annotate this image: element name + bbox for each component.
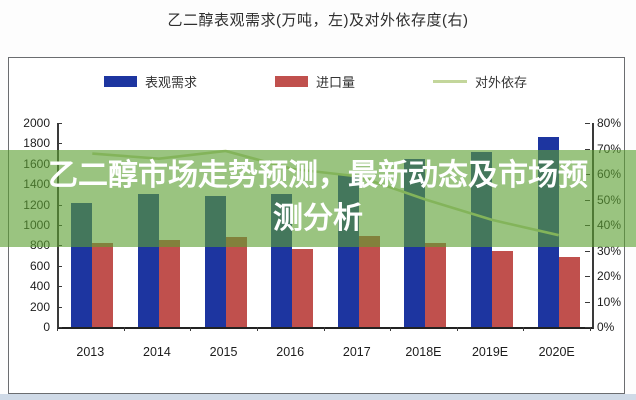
legend-label: 对外依存: [475, 75, 528, 90]
x-axis-tick-mark: [456, 327, 458, 331]
left-axis-tick-label: 2000: [23, 116, 50, 130]
left-axis-tick-mark: [57, 286, 62, 288]
right-axis-tick-label: 80%: [597, 116, 622, 130]
left-axis-tick-mark: [57, 143, 62, 145]
legend-bar-swatch: [274, 76, 308, 87]
x-axis-tick-mark: [57, 327, 58, 331]
right-axis-tick-mark: [585, 301, 590, 303]
x-axis-label-2019E: 2019E: [471, 345, 509, 359]
right-axis-tick-mark: [585, 123, 590, 124]
left-axis-tick-label: 200: [29, 299, 50, 314]
bar-进口量-2016: [292, 248, 314, 327]
bar-进口量-2020E: [558, 256, 580, 327]
x-axis-label-2013: 2013: [76, 345, 105, 359]
legend-bar-swatch: [103, 76, 137, 87]
legend-label: 表观需求: [144, 75, 197, 90]
left-axis-tick-mark: [57, 306, 62, 308]
bar-进口量-2015: [225, 237, 247, 327]
x-axis-label-2018E: 2018E: [405, 345, 442, 359]
right-axis-tick-mark: [585, 276, 590, 277]
right-axis-tick-label: 20%: [597, 269, 622, 283]
chart-legend: 表观需求 进口量 对外依存: [8, 72, 623, 91]
right-axis-tick-mark: [585, 327, 590, 328]
x-axis-tick-mark: [256, 327, 258, 331]
x-axis-label-2016: 2016: [276, 345, 305, 359]
right-axis-tick-label: 0%: [597, 320, 615, 334]
right-axis-tick-label: 30%: [597, 243, 622, 258]
left-axis-tick-label: 0: [43, 320, 50, 334]
legend-line-swatch: [433, 80, 467, 83]
x-axis-tick-mark: [123, 327, 125, 331]
overlay-banner: 乙二醇市场走势预测，最新动态及市场预 测分析: [0, 150, 636, 247]
x-axis-tick-mark: [590, 327, 591, 331]
bar-进口量-2018E: [425, 243, 447, 327]
left-axis-tick-label: 1800: [23, 136, 50, 151]
right-axis-tick-mark: [585, 250, 590, 252]
x-axis-tick-mark: [523, 327, 525, 331]
legend-item-2: 进口量: [274, 72, 355, 91]
right-axis-tick-mark: [585, 148, 590, 150]
bar-进口量-2013: [92, 243, 114, 327]
left-axis-tick-label: 600: [29, 258, 50, 273]
x-axis-label-2014: 2014: [143, 345, 171, 359]
bar-进口量-2017: [358, 236, 380, 327]
legend-item-3: 对外依存: [433, 72, 527, 91]
left-axis-tick-mark: [57, 327, 62, 328]
left-axis-tick-mark: [57, 123, 62, 124]
x-axis-tick-mark: [190, 327, 192, 331]
overlay-text: 乙二醇市场走势预测，最新动态及市场预 测分析: [48, 159, 588, 235]
x-axis-tick-mark: [390, 327, 392, 331]
bar-进口量-2019E: [492, 250, 514, 327]
right-axis-tick-label: 10%: [597, 294, 622, 309]
x-axis-label-2020E: 2020E: [538, 345, 575, 359]
x-axis-label-2015: 2015: [209, 345, 238, 359]
chart-title: 乙二醇表观需求(万吨，左)及对外依存度(右): [167, 12, 469, 29]
left-axis-tick-label: 400: [29, 279, 50, 294]
bottom-strip: [0, 394, 636, 400]
legend-item-1: 表观需求: [103, 72, 197, 91]
legend-label: 进口量: [315, 75, 355, 90]
x-axis-label-2017: 2017: [342, 345, 371, 359]
bar-进口量-2014: [158, 240, 180, 327]
left-axis-tick-mark: [57, 265, 62, 267]
x-axis-tick-mark: [323, 327, 325, 331]
